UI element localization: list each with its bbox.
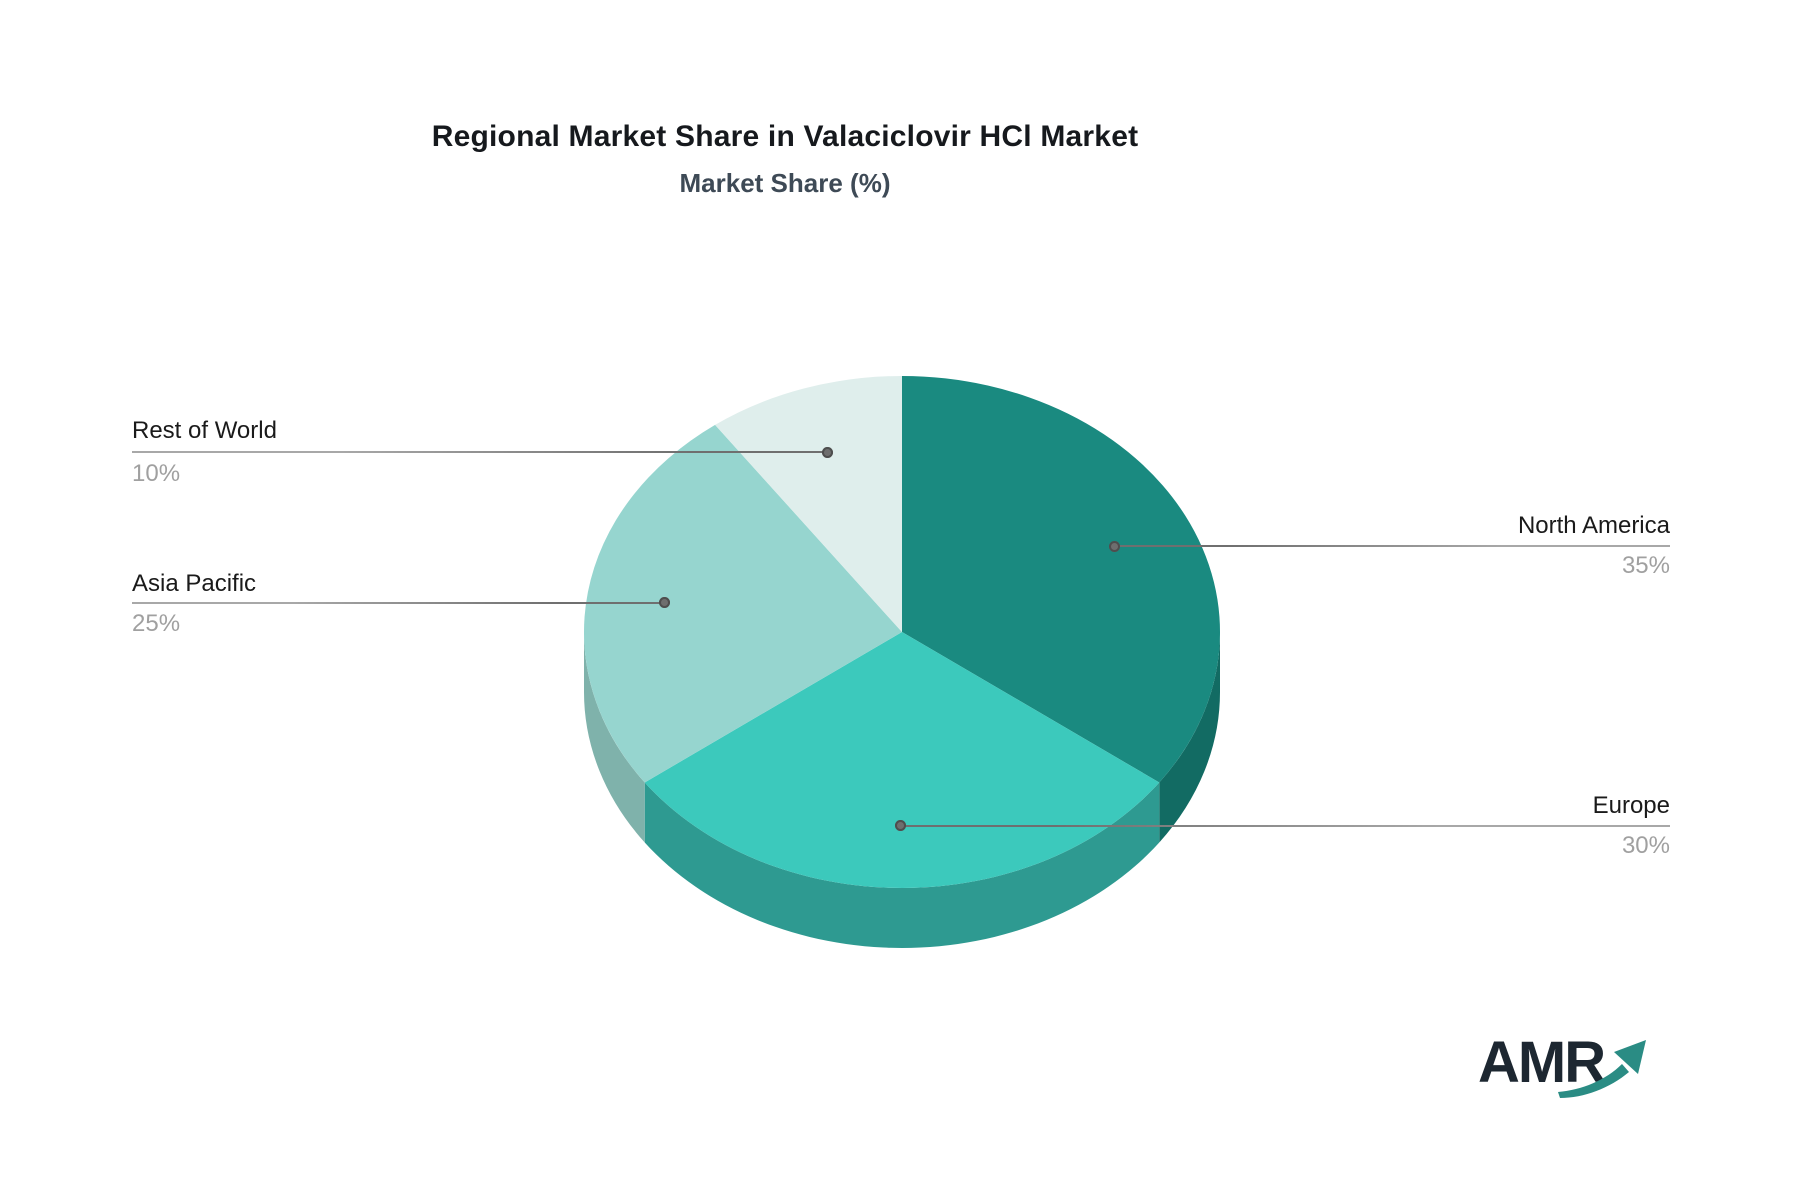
callout-label-asia-pacific: Asia Pacific <box>132 570 257 597</box>
pie-slice-europe[interactable] <box>644 632 1160 889</box>
callout-label-north-america: North America <box>1517 512 1670 539</box>
callout-value-europe: 30% <box>1621 832 1670 859</box>
leader-dot-north-america <box>1109 541 1120 552</box>
leader-line-rest-of-world <box>132 451 828 453</box>
leader-dot-rest-of-world <box>822 447 833 458</box>
leader-line-asia-pacific <box>132 602 665 604</box>
pie-slice-asia-pacific[interactable] <box>584 424 902 783</box>
pie-slice-side-europe <box>644 782 1160 948</box>
chart-subtitle: Market Share (%) <box>679 168 891 198</box>
callout-value-asia-pacific: 25% <box>132 610 181 637</box>
amr-logo: AMR <box>1478 1030 1668 1114</box>
callout-value-rest-of-world: 10% <box>132 460 181 487</box>
pie-slice-side-north-america <box>1159 632 1220 843</box>
callout-label-rest-of-world: Rest of World <box>132 417 277 444</box>
pie-slice-rest-of-world[interactable] <box>715 376 902 632</box>
leader-dot-asia-pacific <box>659 597 670 608</box>
leader-dot-europe <box>895 820 906 831</box>
leader-line-europe <box>901 825 1670 827</box>
leader-line-north-america <box>1115 545 1670 547</box>
pie-slice-side-asia-pacific <box>584 632 645 843</box>
growth-arrow-icon <box>1558 1040 1646 1098</box>
chart-title: Regional Market Share in Valaciclovir HC… <box>431 120 1139 153</box>
callout-label-europe: Europe <box>1592 792 1670 819</box>
callout-value-north-america: 35% <box>1621 552 1670 579</box>
amr-logo-text: AMR <box>1478 1030 1606 1095</box>
pie-slice-north-america[interactable] <box>902 376 1220 783</box>
